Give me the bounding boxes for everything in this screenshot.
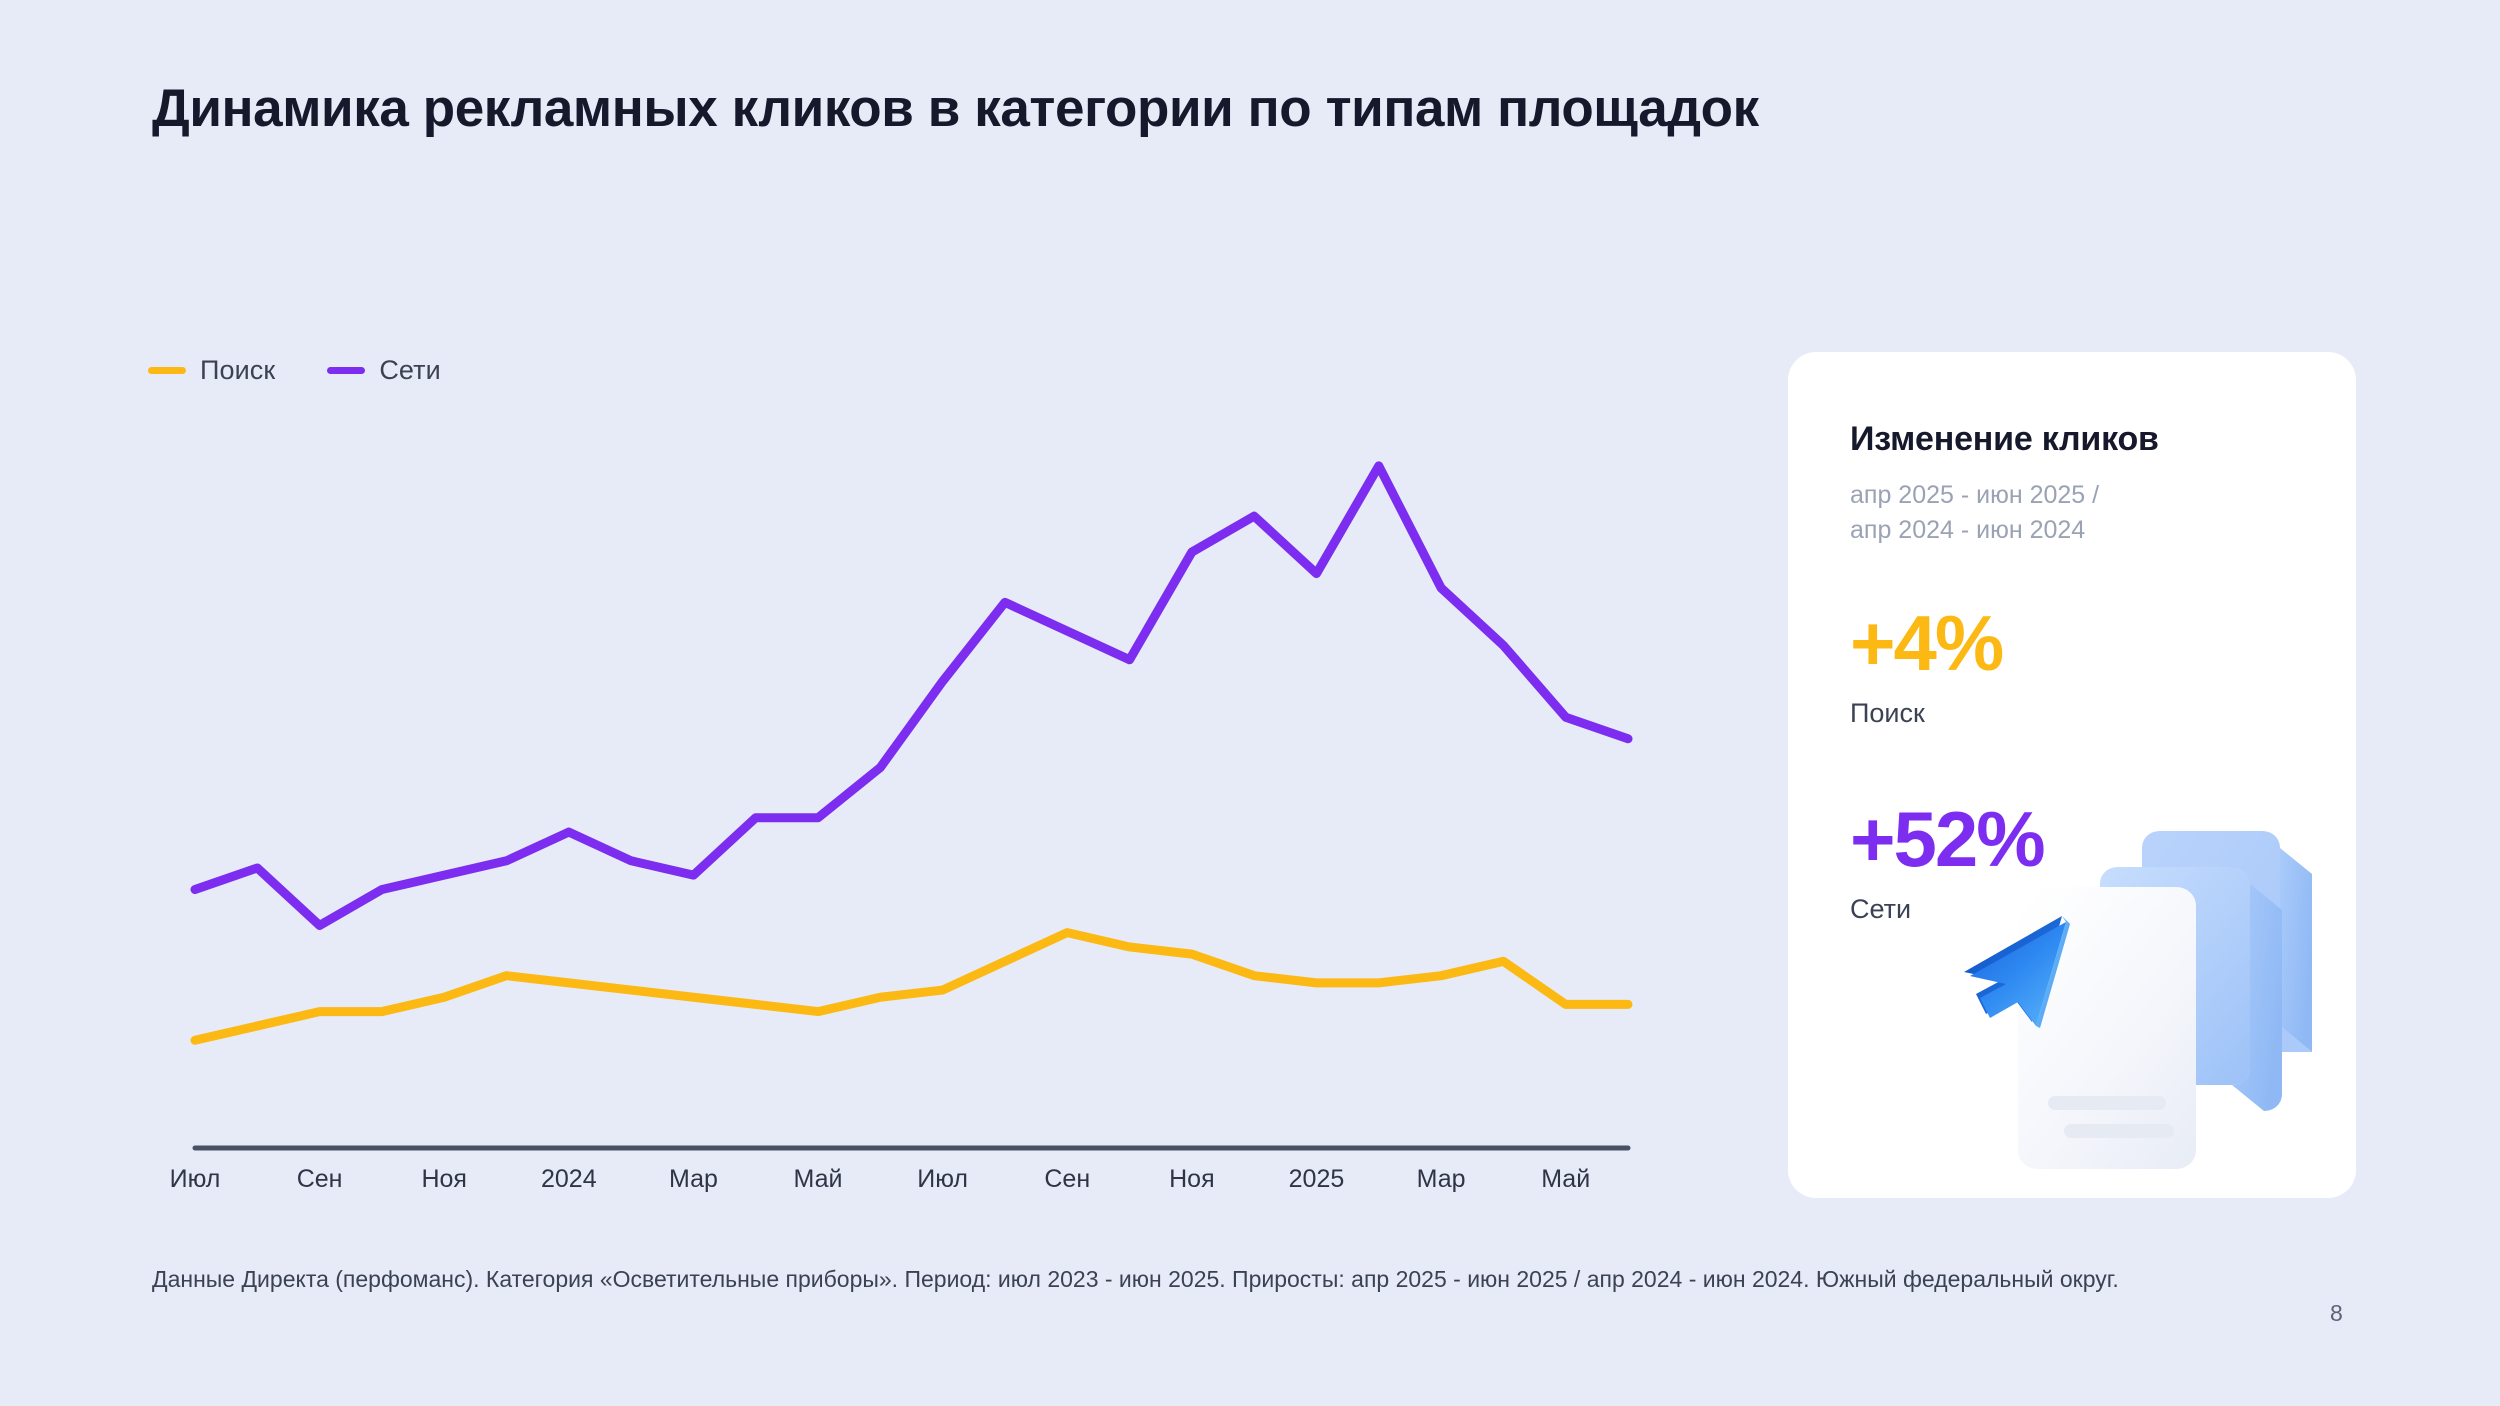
x-axis-tick-label: Мар — [1416, 1165, 1466, 1193]
metric-networks-value: +52% — [1850, 795, 2046, 883]
footnote: Данные Директа (перфоманс). Категория «О… — [152, 1266, 2119, 1292]
metric-search-value: +4% — [1850, 599, 2004, 687]
legend-swatch-search-icon — [148, 367, 186, 374]
document-card — [2018, 887, 2196, 1169]
metric-card: Изменение кликов апр 2025 - июн 2025 / а… — [1788, 352, 2356, 1198]
metric-search: +4% Поиск — [1850, 599, 2004, 729]
folder-front-depth — [2232, 884, 2282, 1111]
legend-swatch-networks-icon — [327, 367, 366, 374]
page-title: Динамика рекламных кликов в категории по… — [152, 79, 1759, 138]
x-axis-labels: Июл Сен Ноя 2024 Мар Май Июл Сен Ноя 2025 Мар Май — [150, 1165, 1670, 1205]
metric-networks-caption: Сети — [1850, 894, 1912, 924]
x-axis-tick-label: Сен — [296, 1165, 343, 1193]
card-period: апр 2025 - июн 2025 / апр 2024 - июн 202… — [1850, 481, 2100, 544]
folder-back-depth — [2280, 848, 2312, 1052]
page-number: 8 — [2330, 1300, 2343, 1326]
x-axis-tick-label: 2025 — [1288, 1165, 1345, 1193]
cursor-arrow-icon — [1970, 922, 2066, 1026]
x-axis-tick-label: Ноя — [1169, 1165, 1215, 1193]
cursor-arrow-shadow — [1964, 916, 2062, 1022]
x-axis-tick-label: Сен — [1044, 1165, 1091, 1193]
x-axis-tick-label: Май — [1541, 1165, 1591, 1193]
document-text-line-2 — [2064, 1124, 2174, 1138]
chart-legend: Поиск Сети — [148, 355, 441, 386]
chart-line-сети — [190, 461, 1633, 930]
x-axis-tick-label: 2024 — [541, 1165, 597, 1193]
x-axis-tick-label: Июл — [169, 1165, 221, 1193]
folder-back-sheet — [2142, 831, 2280, 1026]
chart-plot-area — [190, 461, 1633, 1151]
legend-item-networks[interactable]: Сети — [327, 355, 441, 386]
legend-label-networks: Сети — [379, 355, 441, 385]
legend-label-search: Поиск — [200, 355, 276, 385]
x-axis-tick-label: Май — [793, 1165, 843, 1193]
x-axis-tick-label: Ноя — [421, 1165, 467, 1193]
folder-back-bottom — [2142, 1026, 2312, 1052]
metric-search-caption: Поиск — [1850, 698, 1925, 728]
folder-front-sheet — [2100, 867, 2250, 1085]
cursor-arrow-highlight — [2036, 916, 2070, 1028]
chart-line-поиск — [190, 928, 1633, 1045]
metric-networks: +52% Сети — [1850, 795, 2046, 925]
document-text-line-1 — [2048, 1096, 2166, 1110]
line-chart: Июл Сен Ноя 2024 Мар Май Июл Сен Ноя 2025 Мар Май — [150, 420, 1670, 1193]
card-title: Изменение кликов — [1850, 420, 2159, 458]
x-axis-tick-label: Июл — [917, 1165, 969, 1193]
legend-item-search[interactable]: Поиск — [148, 355, 275, 386]
x-axis-tick-label: Мар — [668, 1165, 718, 1193]
